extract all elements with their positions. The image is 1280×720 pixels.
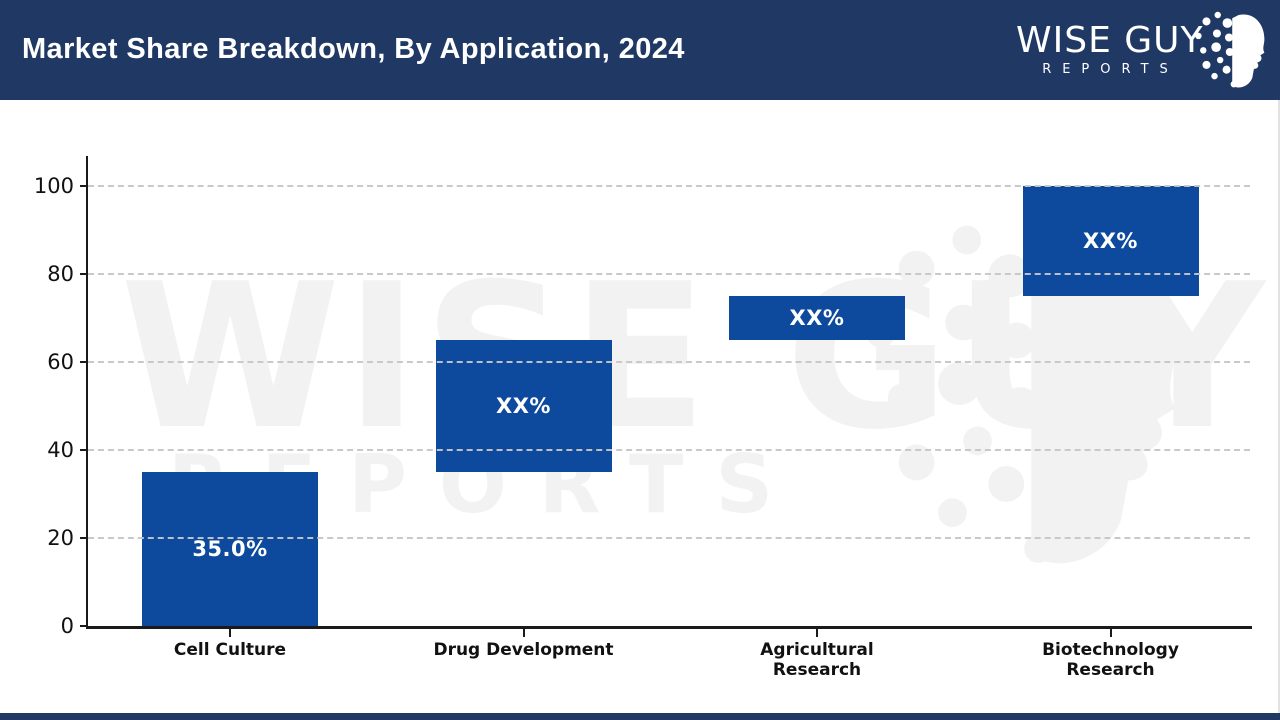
y-tick-label: 20 (47, 526, 74, 550)
gridline (88, 185, 1250, 187)
gridline (88, 361, 1250, 363)
y-tick-label: 60 (47, 350, 74, 374)
bar-value-label: XX% (1083, 229, 1138, 253)
y-tick-mark (80, 185, 88, 187)
x-tick-mark (522, 629, 525, 637)
plot-area: 0 20 40 60 80 100 35.0% Cell Culture XX% Drug Dev… (0, 100, 1280, 713)
footer-band (0, 713, 1280, 720)
x-category-label: Agricultural Research (760, 640, 874, 680)
x-tick-mark (229, 629, 231, 637)
bar-value-label: XX% (789, 306, 845, 330)
y-tick-label: 80 (47, 262, 74, 286)
logo-subtitle: REPORTS (1042, 62, 1179, 77)
x-axis-spine (86, 626, 1252, 629)
right-border-line (1278, 100, 1280, 713)
logo-face-icon (1195, 11, 1265, 88)
y-tick-label: 40 (47, 438, 74, 462)
x-tick-mark (816, 629, 818, 637)
y-tick-mark (80, 625, 88, 627)
y-tick-mark (80, 537, 88, 539)
y-tick-mark (80, 361, 88, 363)
y-axis-spine (86, 156, 88, 629)
page-title: Market Share Breakdown, By Application, … (22, 33, 685, 65)
y-tick-label: 100 (33, 174, 74, 198)
bar: XX% (1022, 186, 1199, 296)
logo-wordmark: WISE GUY (1016, 20, 1204, 61)
logo-text: WISE GUY REPORTS (1016, 20, 1204, 78)
x-category-label: Biotechnology Research (1042, 640, 1179, 680)
bar-value-label: XX% (496, 394, 551, 418)
header-band: Market Share Breakdown, By Application, … (0, 0, 1280, 100)
x-tick-mark (1109, 629, 1112, 637)
gridline (88, 449, 1250, 451)
wise-guy-logo: WISE GUY REPORTS (1016, 6, 1266, 96)
bar: XX% (729, 296, 905, 340)
bar-value-label: 35.0% (192, 537, 268, 561)
y-tick-label: 0 (60, 614, 74, 638)
bar: XX% (435, 340, 612, 472)
bar: 35.0% (142, 472, 318, 626)
y-tick-mark (80, 273, 88, 275)
y-tick-mark (80, 449, 88, 451)
x-category-label: Drug Development (433, 640, 614, 660)
x-category-label: Cell Culture (173, 640, 287, 660)
gridline (88, 537, 1250, 539)
watermark-face-icon (866, 225, 1175, 564)
gridline (88, 273, 1250, 275)
